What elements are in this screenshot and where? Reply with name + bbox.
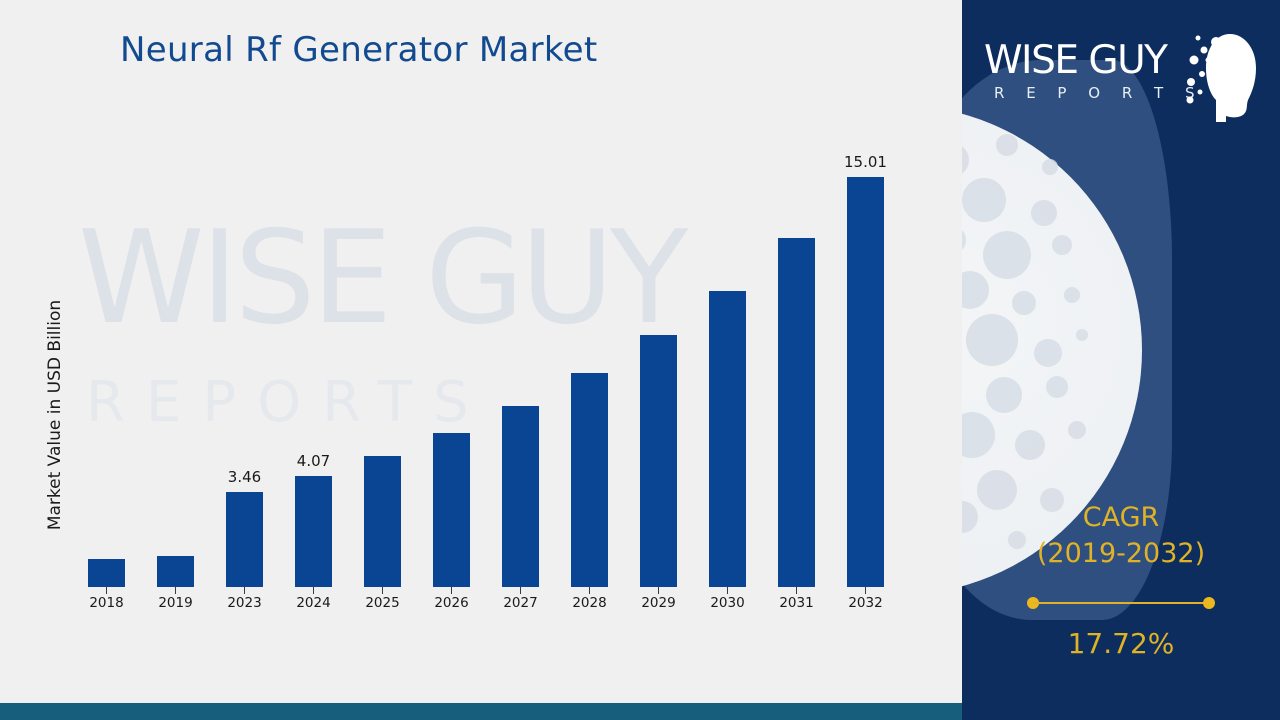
x-axis-tick [244,587,245,594]
molecule-dot [1068,421,1086,439]
molecule-dot [1012,291,1036,315]
x-axis-tick-label-2025: 2025 [365,595,400,611]
cagr-divider [1027,596,1215,609]
x-axis-tick [451,587,452,594]
x-axis-tick [106,587,107,594]
footer-accent-bar [0,703,962,720]
y-axis-label: Market Value in USD Billion [45,299,65,531]
molecule-dot [1034,339,1062,367]
x-axis-tick [658,587,659,594]
bar-group: 3.46 2023 [210,150,279,611]
molecule-dot [962,501,978,533]
bar-value-label-2024: 4.07 [296,452,331,470]
bar-group: 2028 [555,150,624,611]
molecule-dot [1076,329,1088,341]
logo-head-icon [1186,34,1256,122]
bar-group: 4.07 2024 [279,150,348,611]
bar-group: 2025 [348,150,417,611]
x-axis-tick-label-2030: 2030 [710,595,745,611]
molecule-dot [962,178,1006,222]
x-axis-tick-label-2028: 2028 [572,595,607,611]
cagr-period: (2019-2032) [1036,538,1206,570]
divider-dot-right [1203,596,1215,609]
bar-2027 [502,406,539,587]
molecule-dot [1015,430,1045,460]
x-axis-tick [382,587,383,594]
wiseguy-reports-logo: WISE GUY R E P O R T S [984,30,1264,122]
bar-2029 [640,335,677,587]
molecule-dot [962,271,989,309]
cagr-block: CAGR (2019-2032) 17.72% [962,500,1280,660]
bar-2025 [364,456,401,587]
bar-group: 2019 [141,150,210,611]
x-axis-tick [313,587,314,594]
x-axis-tick-label-2029: 2029 [641,595,676,611]
x-axis-tick-label-2024: 2024 [296,595,331,611]
molecule-dot [983,231,1031,279]
bar-2031 [778,238,815,587]
bar-2023 [226,492,263,587]
x-axis-tick-label-2019: 2019 [158,595,193,611]
logo-primary-text: WISE GUY [984,38,1168,83]
molecule-dot [996,134,1018,156]
bar-2030 [709,291,746,587]
cagr-label: CAGR [1082,502,1160,533]
bar-value-label-2032: 15.01 [844,153,887,171]
bar-2024 [295,476,332,587]
x-axis-tick [796,587,797,594]
brand-panel: WISE GUY R E P O R T S CAGR (2019-2032) [962,0,1280,720]
divider-rule [1033,601,1209,604]
bar-2026 [433,433,470,587]
bar-value-label-2023: 3.46 [227,468,262,486]
x-axis-tick-label-2026: 2026 [434,595,469,611]
plot-area: 2018 2019 3.46 2023 4.07 2024 2025 2026 2027 2028… [72,150,902,611]
bar-group: 2029 [624,150,693,611]
molecule-dot [1008,531,1026,549]
x-axis-tick-label-2018: 2018 [89,595,124,611]
x-axis-tick [175,587,176,594]
bar-group: 15.01 2032 [831,150,900,611]
page-title: Neural Rf Generator Market [120,30,598,70]
x-axis-tick-label-2031: 2031 [779,595,814,611]
bar-2028 [571,373,608,587]
x-axis-tick [865,587,866,594]
molecule-dot [986,377,1022,413]
x-axis-tick-label-2032: 2032 [848,595,883,611]
x-axis-tick [727,587,728,594]
x-axis-tick [520,587,521,594]
bar-2019 [157,556,194,587]
bar-group: 2031 [762,150,831,611]
cagr-value: 17.72% [1067,626,1175,660]
molecule-dot [962,226,966,254]
molecule-dot [1046,376,1068,398]
x-axis-tick-label-2023: 2023 [227,595,262,611]
x-axis-tick [589,587,590,594]
molecule-dot [1064,287,1080,303]
molecule-dot [1040,488,1064,512]
logo-secondary-text: R E P O R T S [994,84,1203,102]
molecule-dot [1042,159,1058,175]
bar-group: 2030 [693,150,762,611]
molecule-dot [1031,200,1057,226]
molecule-dot [1052,235,1072,255]
chart-panel: Neural Rf Generator Market WISE GUY REPO… [0,30,962,720]
molecule-dot [977,470,1017,510]
x-axis-tick-label-2027: 2027 [503,595,538,611]
bar-2018 [88,559,125,587]
molecule-dot [966,314,1018,366]
bar-group: 2026 [417,150,486,611]
molecule-dot [962,412,995,458]
bar-group: 2018 [72,150,141,611]
bar-group: 2027 [486,150,555,611]
bar-2032 [847,177,884,587]
molecule-dot [962,143,969,177]
